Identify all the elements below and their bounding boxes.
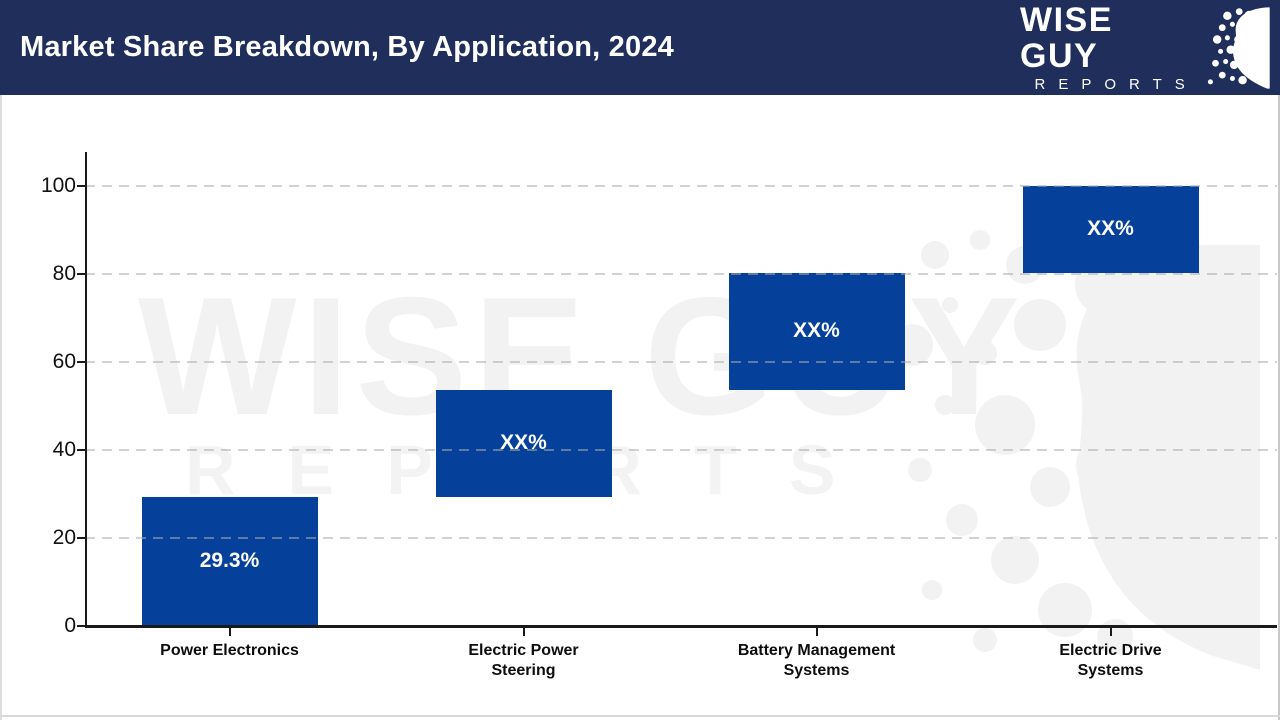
bar-value-label: XX% — [793, 318, 840, 342]
figure-right-border — [1278, 95, 1280, 720]
bar — [1022, 186, 1199, 274]
x-tick-mark — [522, 628, 525, 636]
y-tick-mark — [77, 361, 85, 363]
y-tick-label: 40 — [52, 438, 76, 461]
figure-left-border — [0, 95, 2, 720]
logo-subtitle: REPORTS — [1034, 76, 1198, 93]
y-tick-label: 80 — [52, 262, 76, 285]
y-tick-label: 60 — [52, 350, 76, 373]
y-tick-mark — [77, 273, 85, 275]
wise-guy-logo: WISE GUY REPORTS — [1020, 2, 1270, 94]
y-tick-label: 20 — [52, 526, 76, 549]
x-tick-mark — [228, 628, 231, 636]
gridline — [85, 273, 1277, 275]
y-tick-label: 100 — [40, 174, 76, 197]
x-tick-label: Battery Management Systems — [737, 642, 896, 679]
y-tick-label: 0 — [64, 614, 76, 637]
header: Market Share Breakdown, By Application, … — [0, 0, 1280, 95]
gridline — [85, 185, 1277, 187]
bar — [728, 273, 905, 391]
bar-value-label: XX% — [500, 430, 547, 454]
figure-bottom-border — [0, 715, 1280, 717]
x-tick-mark — [1109, 628, 1112, 636]
x-tick-label: Power Electronics — [160, 642, 299, 659]
gridline — [85, 537, 1277, 539]
y-tick-mark — [77, 449, 85, 451]
logo-head-icon — [1208, 7, 1270, 89]
page-title: Market Share Breakdown, By Application, … — [20, 31, 674, 63]
bar-value-label: XX% — [1087, 216, 1134, 240]
x-tick-mark — [815, 628, 818, 636]
gridline — [85, 449, 1277, 451]
bar-value-label: 29.3% — [199, 548, 260, 572]
logo-wordmark: WISE GUY — [1020, 1, 1113, 75]
x-tick-label: Electric Drive Systems — [1059, 642, 1162, 679]
x-tick-label: Electric Power Steering — [468, 642, 579, 679]
y-axis-line — [85, 152, 87, 628]
bar — [141, 497, 318, 626]
y-tick-mark — [77, 537, 85, 539]
gridline — [85, 361, 1277, 363]
bar — [435, 390, 612, 498]
logo-text: WISE GUY REPORTS — [1020, 2, 1199, 94]
y-tick-mark — [77, 625, 85, 627]
x-axis-line — [85, 625, 1277, 628]
y-tick-mark — [77, 185, 85, 187]
